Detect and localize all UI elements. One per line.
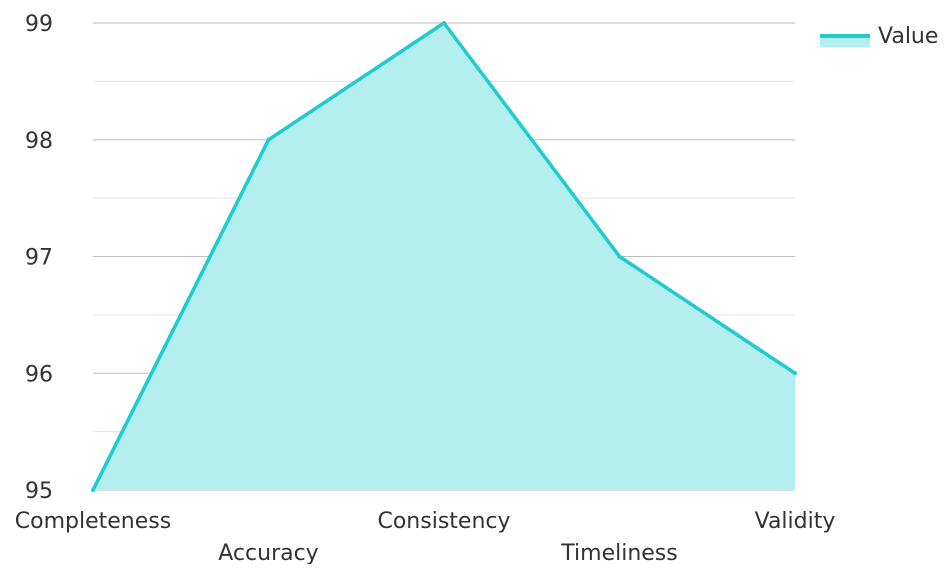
x-tick-label: Timeliness (560, 541, 677, 564)
data-point (266, 137, 271, 142)
data-point (91, 488, 95, 492)
y-axis: 95 96 97 98 99 (25, 12, 53, 504)
legend: Value (820, 24, 938, 49)
x-tick-label: Consistency (377, 509, 510, 534)
y-tick-label: 97 (25, 246, 53, 271)
x-tick-label: Completeness (15, 509, 171, 534)
data-point (617, 254, 622, 259)
x-tick-label: Validity (755, 509, 836, 534)
legend-label: Value (878, 24, 938, 49)
x-tick-label: Accuracy (218, 541, 318, 564)
area-layer (91, 21, 797, 492)
legend-swatch-fill (820, 36, 870, 47)
data-point (793, 371, 797, 376)
y-tick-label: 96 (25, 362, 53, 387)
y-tick-label: 98 (25, 129, 53, 154)
x-axis: Completeness Accuracy Consistency Timelines… (15, 509, 836, 566)
y-tick-label: 95 (25, 479, 53, 504)
data-point (442, 21, 446, 25)
y-tick-label: 99 (25, 12, 53, 37)
